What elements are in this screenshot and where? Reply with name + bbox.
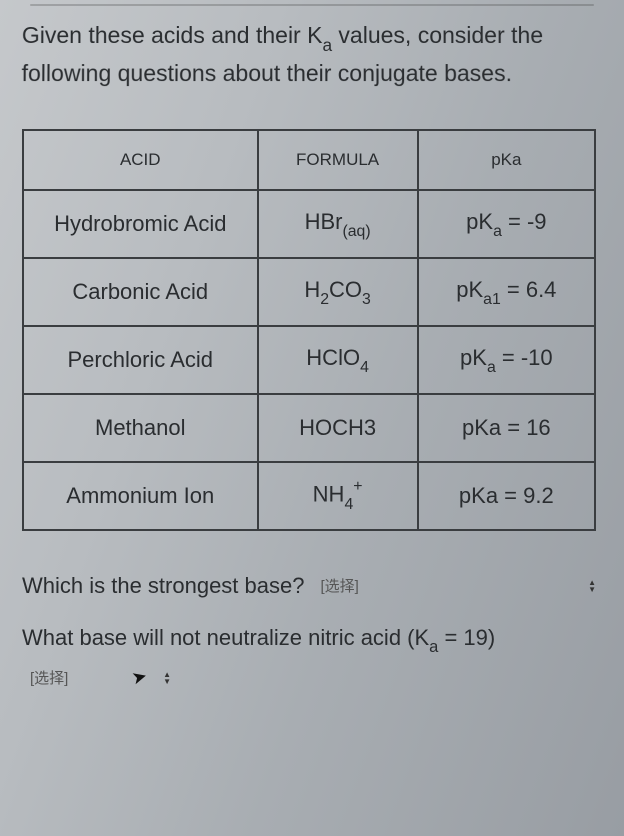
table-row: Methanol HOCH3 pKa = 16 (23, 394, 595, 462)
cell-pka: pKa1 = 6.4 (418, 258, 595, 326)
cell-pka: pKa = -9 (418, 190, 595, 258)
intro-text: Given these acids and their Ka values, c… (22, 18, 597, 91)
question-2-text: What base will not neutralize nitric aci… (22, 625, 596, 655)
select-placeholder: [选择] (320, 575, 358, 596)
cell-formula: H2CO3 (258, 258, 418, 326)
select-strongest-base[interactable]: [选择] (312, 573, 462, 598)
select-placeholder: [选择] (30, 667, 68, 688)
table-row: Hydrobromic Acid HBr(aq) pKa = -9 (23, 190, 595, 258)
question-1-text: Which is the strongest base? (22, 573, 304, 599)
updown-icon[interactable]: ▲▼ (588, 579, 596, 593)
cell-acid: Carbonic Acid (23, 258, 258, 326)
question-1: Which is the strongest base? [选择] ▲▼ (22, 573, 596, 599)
table-row: Ammonium Ion NH4+ pKa = 9.2 (23, 462, 595, 530)
table-row: Perchloric Acid HClO4 pKa = -10 (23, 326, 595, 394)
cell-acid: Ammonium Ion (23, 462, 258, 530)
table-row: Carbonic Acid H2CO3 pKa1 = 6.4 (23, 258, 595, 326)
select-neutralize-base[interactable]: [选择] (22, 665, 122, 690)
cell-pka: pKa = -10 (418, 326, 595, 394)
cursor-icon: ➤ (130, 666, 150, 690)
question-2-controls: [选择] ➤ ▲▼ (22, 665, 596, 690)
cell-formula: HOCH3 (258, 394, 418, 462)
cell-acid: Perchloric Acid (23, 326, 258, 394)
cell-pka: pKa = 16 (418, 394, 595, 462)
updown-icon[interactable]: ▲▼ (163, 671, 171, 685)
header-pka: pKa (418, 130, 595, 190)
cell-acid: Hydrobromic Acid (23, 190, 258, 258)
header-acid: ACID (23, 130, 258, 190)
cell-pka: pKa = 9.2 (418, 462, 595, 530)
cell-formula: NH4+ (258, 462, 418, 530)
header-formula: FORMULA (258, 130, 418, 190)
cell-formula: HBr(aq) (258, 190, 418, 258)
cell-acid: Methanol (23, 394, 258, 462)
table-header-row: ACID FORMULA pKa (23, 130, 595, 190)
cell-formula: HClO4 (258, 326, 418, 394)
acids-table: ACID FORMULA pKa Hydrobromic Acid HBr(aq… (22, 129, 596, 531)
